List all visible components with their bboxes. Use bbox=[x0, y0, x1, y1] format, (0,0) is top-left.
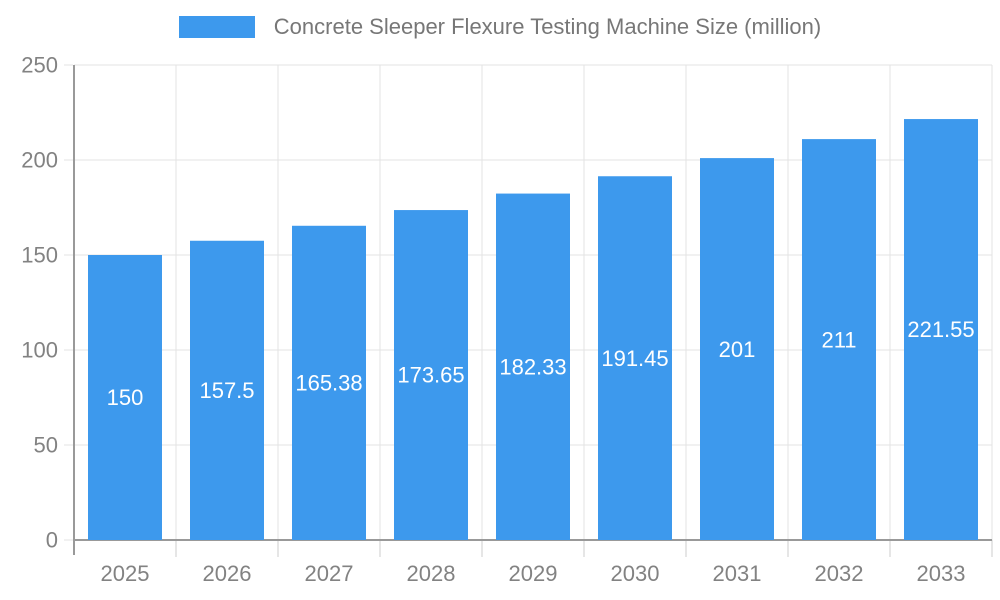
bar[interactable] bbox=[88, 255, 162, 540]
bar-value-label: 173.65 bbox=[397, 363, 464, 388]
bar[interactable] bbox=[904, 119, 978, 541]
bar[interactable] bbox=[394, 210, 468, 540]
x-tick-label: 2028 bbox=[407, 561, 456, 586]
legend-swatch bbox=[178, 16, 255, 38]
y-tick-label: 250 bbox=[21, 53, 58, 78]
x-tick-label: 2033 bbox=[917, 561, 966, 586]
x-tick-label: 2025 bbox=[101, 561, 150, 586]
x-tick-label: 2030 bbox=[611, 561, 660, 586]
y-tick-label: 50 bbox=[34, 433, 58, 458]
bar-value-label: 182.33 bbox=[499, 354, 566, 379]
bar[interactable] bbox=[598, 176, 672, 540]
bar-value-label: 211 bbox=[821, 327, 856, 352]
y-tick-label: 200 bbox=[21, 148, 58, 173]
bar-value-label: 221.55 bbox=[907, 317, 974, 342]
y-tick-label: 100 bbox=[21, 338, 58, 363]
bar-value-label: 165.38 bbox=[295, 371, 362, 396]
legend-label: Concrete Sleeper Flexure Testing Machine… bbox=[273, 14, 822, 39]
x-tick-label: 2032 bbox=[815, 561, 864, 586]
x-tick-label: 2027 bbox=[305, 561, 354, 586]
bar-value-label: 150 bbox=[107, 385, 144, 410]
chart-legend[interactable]: Concrete Sleeper Flexure Testing Machine… bbox=[0, 14, 1000, 40]
bar[interactable] bbox=[190, 240, 264, 540]
bar[interactable] bbox=[700, 158, 774, 540]
x-tick-label: 2031 bbox=[713, 561, 762, 586]
bar[interactable] bbox=[292, 225, 366, 540]
bar-value-label: 157.5 bbox=[199, 378, 254, 403]
x-tick-label: 2026 bbox=[203, 561, 252, 586]
y-tick-label: 0 bbox=[46, 528, 58, 553]
x-tick-label: 2029 bbox=[509, 561, 558, 586]
bar-value-label: 201 bbox=[719, 337, 756, 362]
bar[interactable] bbox=[496, 193, 570, 540]
y-tick-label: 150 bbox=[21, 243, 58, 268]
bar[interactable] bbox=[802, 139, 876, 540]
bar-value-label: 191.45 bbox=[601, 346, 668, 371]
